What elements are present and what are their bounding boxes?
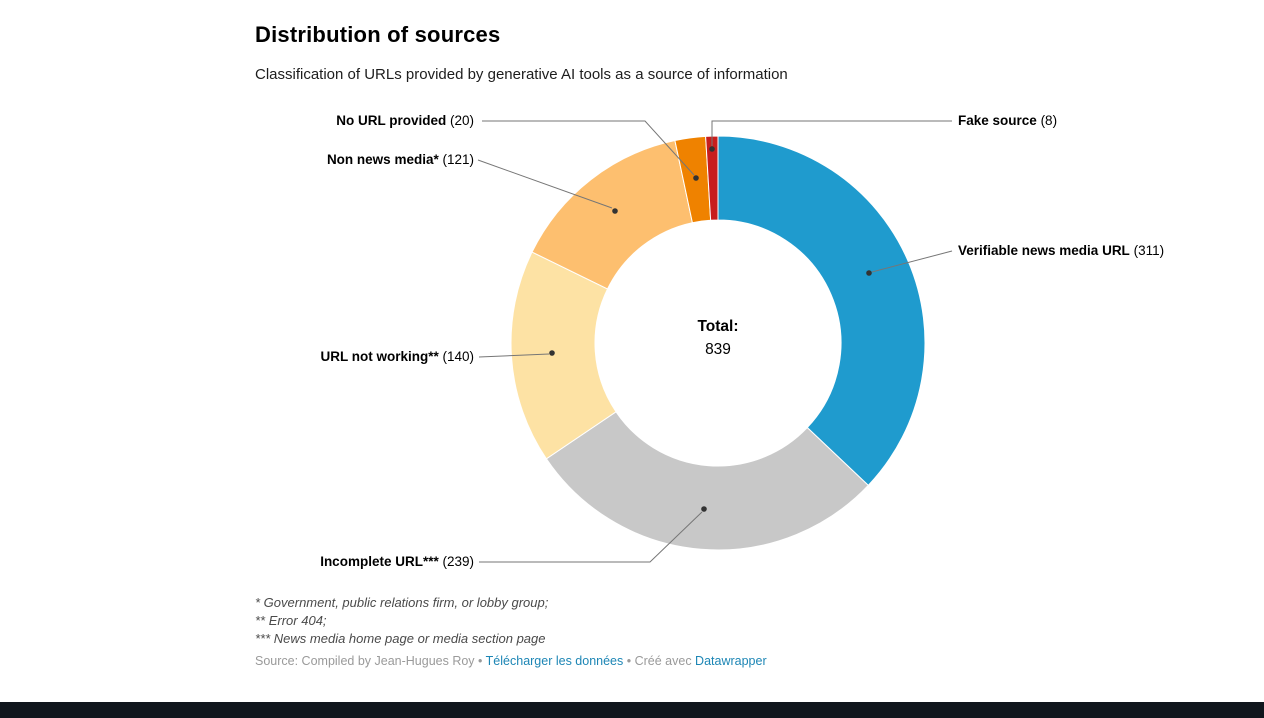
center-total-value: 839 xyxy=(705,341,731,358)
callout-dot-verifiable xyxy=(866,270,872,276)
callout-line-verifiable xyxy=(871,250,953,273)
chart-title: Distribution of sources xyxy=(255,22,501,47)
callout-label-no-url-provided: No URL provided (20) xyxy=(234,112,474,130)
callout-lines xyxy=(477,120,953,563)
chart-subtitle: Classification of URLs provided by gener… xyxy=(255,66,788,83)
callout-label-verifiable-news-media-url: Verifiable news media URL (311) xyxy=(958,242,1164,260)
separator: • xyxy=(474,654,486,668)
callout-line-incomplete-url xyxy=(479,511,703,563)
callout-line-url-not-working xyxy=(478,353,550,358)
separator: • xyxy=(623,654,635,668)
footnote-1: * Government, public relations firm, or … xyxy=(255,595,549,610)
bottom-bar xyxy=(0,702,1264,718)
callout-dot-no-url-provided xyxy=(693,175,699,181)
callout-line-fake-source xyxy=(711,120,952,146)
segment-count: (121) xyxy=(442,152,474,167)
segment-label: Fake source xyxy=(958,113,1037,128)
datawrapper-link[interactable]: Datawrapper xyxy=(695,654,767,668)
callout-label-non-news-media: Non news media* (121) xyxy=(234,151,474,169)
pie-segment-fake-source[interactable] xyxy=(705,135,719,221)
callout-dot-incomplete-url xyxy=(701,506,707,512)
footnote-2: ** Error 404; xyxy=(255,613,327,628)
segment-label: No URL provided xyxy=(336,113,447,128)
callout-label-fake-source: Fake source (8) xyxy=(958,112,1057,130)
callout-dot-url-not-working xyxy=(549,350,555,356)
donut-segments xyxy=(510,135,926,551)
download-data-link[interactable]: Télécharger les données xyxy=(485,654,624,668)
segment-label: URL not working** xyxy=(320,349,439,364)
segment-label: Non news media* xyxy=(326,152,439,167)
segment-count: (239) xyxy=(442,554,474,569)
donut-center-text: Total: 839 xyxy=(618,318,818,359)
callout-label-incomplete-url: Incomplete URL*** (239) xyxy=(234,553,474,571)
center-total-label: Total: xyxy=(697,318,739,335)
source-text: Source: Compiled by Jean-Hugues Roy xyxy=(255,654,475,668)
created-with-text: Créé avec xyxy=(634,654,696,668)
segment-count: (20) xyxy=(449,113,474,128)
segment-count: (8) xyxy=(1040,113,1058,128)
source-line: Source: Compiled by Jean-Hugues Roy • Té… xyxy=(255,654,767,668)
callout-line-non-news-media xyxy=(477,159,613,209)
segment-count: (311) xyxy=(1133,243,1165,258)
callout-dot-non-news-media xyxy=(612,208,618,214)
callout-line-no-url-provided xyxy=(482,120,695,176)
pie-segment-verifiable-news-media-url[interactable] xyxy=(717,135,926,487)
segment-count: (140) xyxy=(442,349,474,364)
segment-label: Incomplete URL*** xyxy=(320,554,439,569)
callout-label-url-not-working: URL not working** (140) xyxy=(234,348,474,366)
footnotes: * Government, public relations firm, or … xyxy=(255,594,548,648)
pie-segment-incomplete-url[interactable] xyxy=(545,411,869,551)
callout-dot-fake-source xyxy=(709,146,715,152)
pie-segment-url-not-working[interactable] xyxy=(510,251,617,460)
segment-label: Verifiable news media URL xyxy=(958,243,1130,258)
footnote-3: *** News media home page or media sectio… xyxy=(255,631,546,646)
